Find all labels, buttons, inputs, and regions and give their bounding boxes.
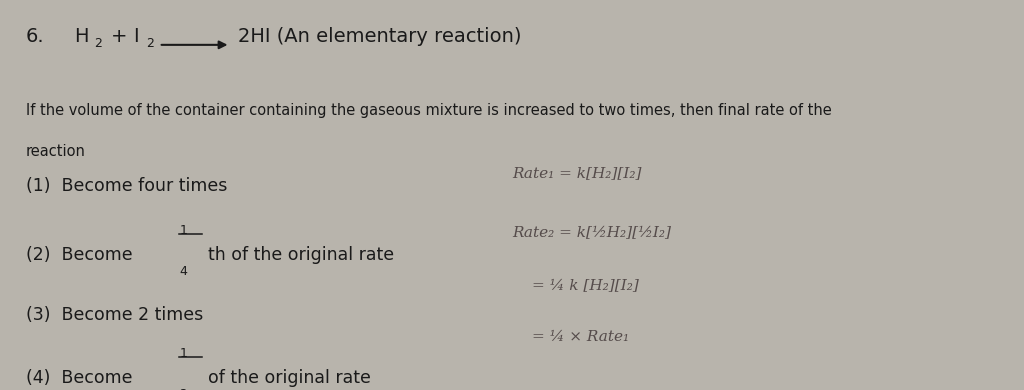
Text: (4)  Become: (4) Become	[26, 369, 137, 386]
Text: of the original rate: of the original rate	[208, 369, 371, 386]
Text: (1)  Become four times: (1) Become four times	[26, 177, 227, 195]
Text: 4: 4	[179, 265, 187, 278]
Text: I: I	[133, 27, 138, 46]
Text: 2: 2	[146, 37, 155, 50]
Text: Rate₂ = k[½H₂][½I₂]: Rate₂ = k[½H₂][½I₂]	[512, 226, 671, 240]
Text: Rate₁ = k[H₂][I₂]: Rate₁ = k[H₂][I₂]	[512, 166, 641, 180]
Text: (3)  Become 2 times: (3) Become 2 times	[26, 306, 203, 324]
Text: +: +	[111, 27, 127, 46]
Text: If the volume of the container containing the gaseous mixture is increased to tw: If the volume of the container containin…	[26, 103, 831, 118]
Text: 6.: 6.	[26, 27, 44, 46]
Text: 2: 2	[179, 388, 187, 390]
Text: 2HI (An elementary reaction): 2HI (An elementary reaction)	[238, 27, 521, 46]
Text: = ¼ × Rate₁: = ¼ × Rate₁	[532, 330, 630, 344]
Text: (2)  Become: (2) Become	[26, 246, 137, 264]
Text: reaction: reaction	[26, 144, 85, 159]
Text: 1: 1	[179, 347, 187, 360]
Text: H: H	[74, 27, 88, 46]
Text: th of the original rate: th of the original rate	[208, 246, 394, 264]
Text: = ¼ k [H₂][I₂]: = ¼ k [H₂][I₂]	[532, 279, 639, 293]
Text: 2: 2	[94, 37, 102, 50]
Text: 1: 1	[179, 224, 187, 237]
